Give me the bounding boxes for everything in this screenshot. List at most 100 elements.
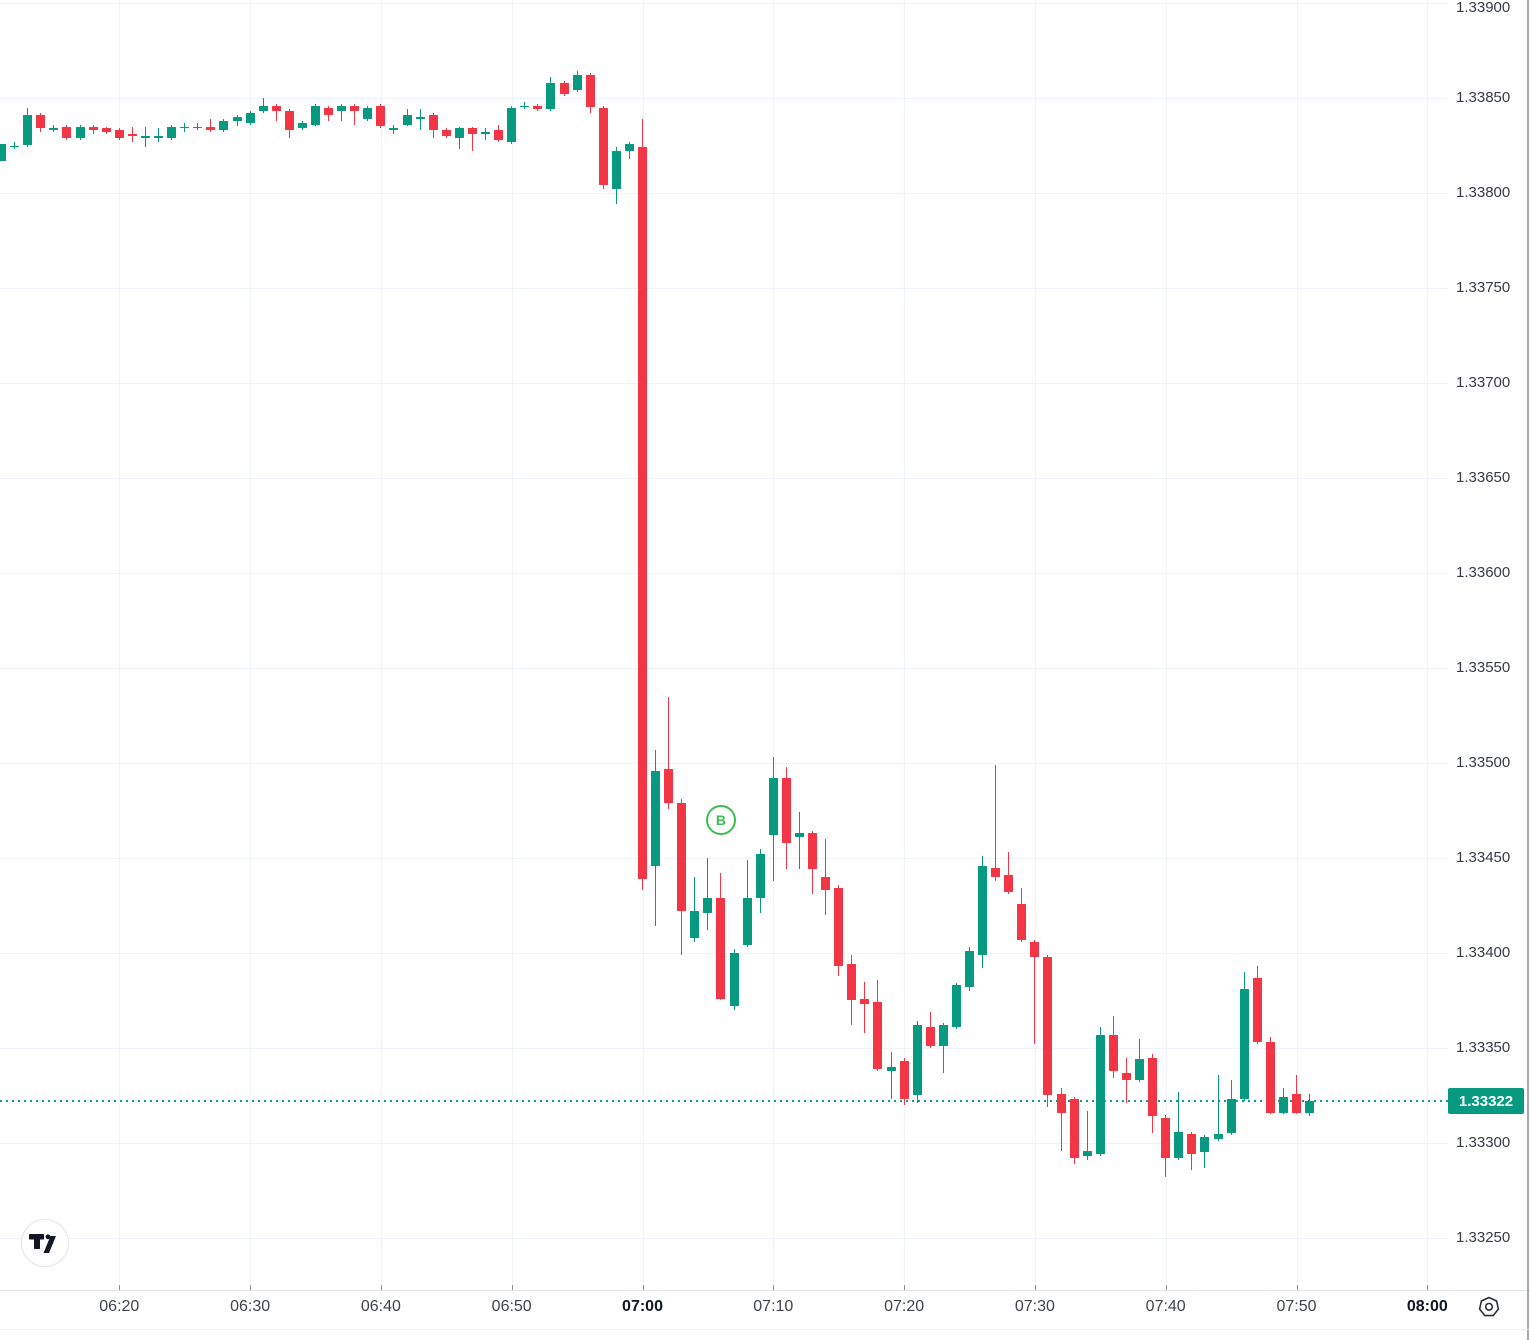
grid-line-vertical bbox=[250, 0, 252, 1290]
time-axis-label: 07:50 bbox=[1276, 1298, 1317, 1315]
candle-06:46 bbox=[454, 128, 464, 138]
candle-06:53 bbox=[546, 82, 556, 110]
candle-wick-06:23 bbox=[158, 128, 160, 142]
price-axis[interactable]: 1.33322 1.33900 1.33850 1.33800 1.33750 1.33… bbox=[1448, 0, 1530, 1290]
candle-wick-06:32 bbox=[275, 103, 277, 121]
grid-line-horizontal bbox=[0, 858, 1448, 859]
candle-wick-07:05 bbox=[707, 858, 709, 931]
candle-wick-07:02 bbox=[668, 696, 670, 809]
buy-marker-label: B bbox=[715, 812, 727, 828]
candle-07:05 bbox=[703, 897, 713, 914]
time-axis-label: 07:00 bbox=[622, 1298, 663, 1315]
candle-07:03 bbox=[677, 802, 687, 912]
candle-07:41 bbox=[1174, 1131, 1184, 1159]
candle-07:18 bbox=[873, 1002, 883, 1069]
candle-06:11 bbox=[0, 143, 7, 161]
grid-line-vertical bbox=[1034, 0, 1036, 1290]
tradingview-logo-button[interactable] bbox=[21, 1219, 69, 1267]
candle-07:42 bbox=[1187, 1133, 1197, 1155]
candle-07:01 bbox=[651, 770, 661, 866]
candle-06:30 bbox=[245, 113, 255, 123]
candle-06:57 bbox=[598, 107, 608, 186]
grid-line-vertical bbox=[119, 0, 121, 1290]
gear-icon[interactable] bbox=[1478, 1296, 1500, 1318]
candle-06:14 bbox=[36, 115, 46, 129]
candle-07:46 bbox=[1239, 989, 1249, 1100]
grid-line-horizontal bbox=[0, 383, 1448, 384]
candle-07:02 bbox=[664, 768, 674, 803]
candle-06:51 bbox=[520, 105, 530, 108]
price-axis-label: 1.33450 bbox=[1456, 849, 1511, 866]
candle-06:21 bbox=[127, 134, 137, 136]
current-price-badge: 1.33322 bbox=[1448, 1088, 1524, 1115]
price-axis-label: 1.33550 bbox=[1456, 659, 1511, 676]
candle-07:38 bbox=[1135, 1059, 1145, 1081]
candle-06:12 bbox=[10, 145, 20, 147]
candle-wick-06:26 bbox=[197, 122, 199, 131]
grid-line-horizontal bbox=[0, 573, 1448, 574]
candle-06:42 bbox=[402, 115, 412, 125]
candle-07:04 bbox=[690, 911, 700, 938]
candle-wick-06:43 bbox=[419, 109, 421, 131]
window-bottom-border bbox=[0, 1329, 1530, 1330]
candle-07:24 bbox=[951, 985, 961, 1028]
time-axis-tick bbox=[1427, 1285, 1429, 1290]
candle-06:18 bbox=[88, 126, 98, 131]
candle-07:21 bbox=[912, 1025, 922, 1096]
candle-06:15 bbox=[49, 128, 59, 130]
candle-07:36 bbox=[1108, 1034, 1118, 1071]
candle-06:41 bbox=[389, 128, 399, 130]
tradingview-logo-icon bbox=[29, 1233, 56, 1253]
candle-07:27 bbox=[991, 867, 1001, 877]
time-axis-tick bbox=[119, 1285, 121, 1290]
candle-07:12 bbox=[794, 833, 804, 838]
candle-wick-07:17 bbox=[864, 981, 866, 1033]
candle-07:43 bbox=[1200, 1137, 1210, 1153]
candle-07:07 bbox=[729, 953, 739, 1007]
time-axis-tick bbox=[904, 1285, 906, 1290]
candle-06:47 bbox=[467, 128, 477, 135]
candle-wick-06:37 bbox=[341, 103, 343, 121]
chart-pane[interactable]: B bbox=[0, 0, 1448, 1290]
candle-07:34 bbox=[1082, 1150, 1092, 1157]
price-axis-label: 1.33900 bbox=[1456, 0, 1511, 16]
candle-06:36 bbox=[324, 107, 334, 116]
candle-wick-07:28 bbox=[1008, 852, 1010, 895]
candle-07:51 bbox=[1305, 1101, 1315, 1113]
buy-marker[interactable]: B bbox=[705, 805, 736, 835]
time-axis-tick bbox=[511, 1285, 513, 1290]
candle-06:33 bbox=[284, 111, 294, 131]
candle-06:44 bbox=[428, 115, 438, 131]
candle-07:08 bbox=[742, 897, 752, 946]
time-axis-label: 07:10 bbox=[753, 1298, 794, 1315]
price-axis-label: 1.33500 bbox=[1456, 754, 1511, 771]
candle-07:28 bbox=[1004, 875, 1014, 893]
grid-line-horizontal bbox=[0, 1238, 1448, 1239]
candle-07:11 bbox=[781, 778, 791, 843]
candle-wick-07:19 bbox=[890, 1051, 892, 1100]
candle-07:47 bbox=[1252, 977, 1262, 1043]
grid-line-vertical bbox=[380, 0, 382, 1290]
candle-wick-06:48 bbox=[485, 128, 487, 140]
grid-line-vertical bbox=[773, 0, 775, 1290]
time-axis-tick bbox=[250, 1285, 252, 1290]
price-axis-label: 1.33250 bbox=[1456, 1229, 1511, 1246]
candle-06:25 bbox=[180, 126, 190, 129]
candle-06:31 bbox=[258, 105, 268, 112]
grid-line-vertical bbox=[1296, 0, 1298, 1290]
candle-06:40 bbox=[376, 105, 386, 127]
candle-06:45 bbox=[441, 130, 451, 136]
candle-wick-07:12 bbox=[798, 812, 800, 870]
time-axis-label: 07:30 bbox=[1014, 1298, 1055, 1315]
grid-line-vertical bbox=[1165, 0, 1167, 1290]
candle-07:00 bbox=[638, 147, 647, 879]
candle-07:14 bbox=[821, 877, 831, 891]
candle-07:39 bbox=[1148, 1057, 1158, 1117]
candle-06:55 bbox=[572, 75, 582, 91]
candle-wick-07:34 bbox=[1086, 1110, 1088, 1161]
candle-wick-07:30 bbox=[1034, 939, 1036, 1045]
candle-07:06 bbox=[716, 897, 726, 999]
price-axis-label: 1.33800 bbox=[1456, 184, 1511, 201]
time-axis[interactable]: 06:20 06:30 06:40 06:50 07:00 07:10 07:20 07:30… bbox=[0, 1285, 1530, 1340]
